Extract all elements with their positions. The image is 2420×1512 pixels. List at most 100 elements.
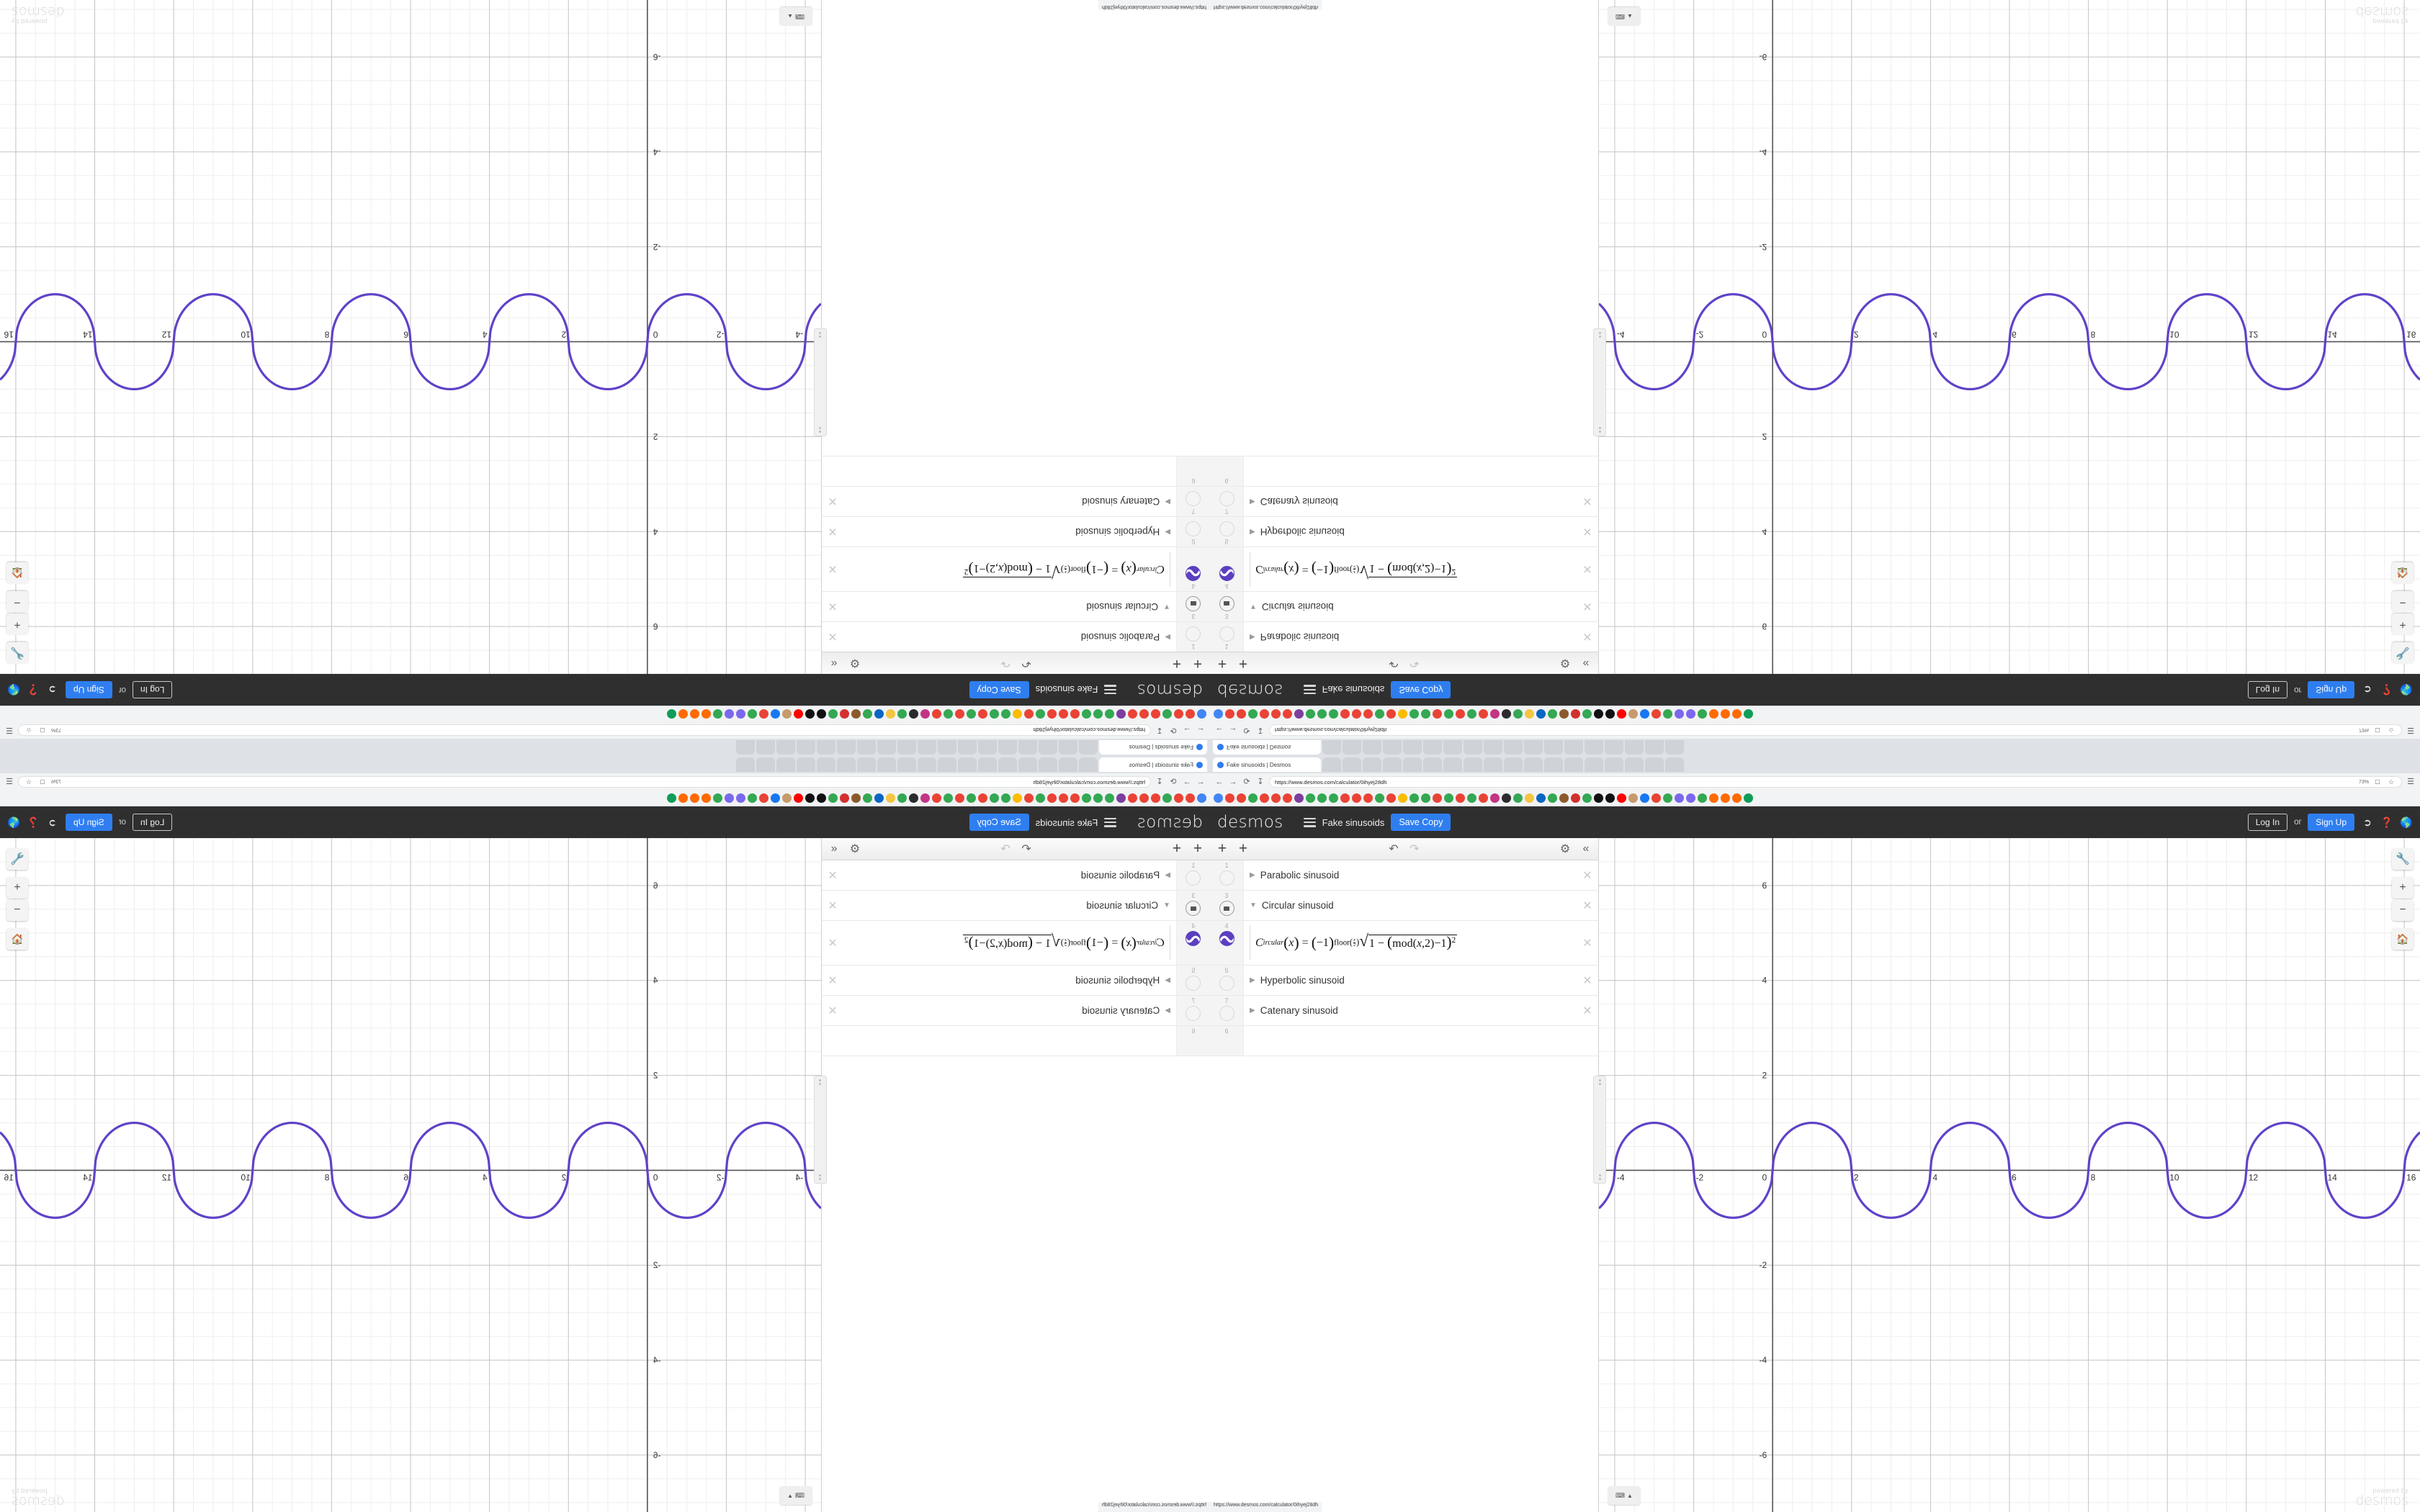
expression-content[interactable] bbox=[1244, 1026, 1598, 1056]
bookmark-item[interactable] bbox=[1686, 709, 1695, 719]
bookmark-item[interactable] bbox=[1594, 793, 1603, 803]
bookmark-item[interactable] bbox=[1628, 709, 1638, 719]
browser-tab[interactable] bbox=[1018, 740, 1037, 755]
expression-bubble[interactable] bbox=[1219, 870, 1234, 886]
save-copy-button[interactable]: Save Copy bbox=[969, 814, 1029, 831]
bookmark-item[interactable] bbox=[678, 709, 688, 719]
bookmark-item[interactable] bbox=[944, 793, 953, 803]
double-chevron-collapse-icon[interactable]: « bbox=[1582, 657, 1590, 670]
close-x-icon[interactable]: ✕ bbox=[828, 937, 838, 950]
expression-bubble[interactable] bbox=[1186, 976, 1201, 991]
bookmark-item[interactable] bbox=[1013, 793, 1022, 803]
expression-toolbar[interactable]: + + ↶ ↷ ⚙ « bbox=[822, 838, 1210, 860]
bookmark-item[interactable] bbox=[1421, 793, 1430, 803]
desmos-logo[interactable]: desmos bbox=[1137, 680, 1203, 699]
bookmark-item[interactable] bbox=[920, 709, 930, 719]
expression-bubble[interactable] bbox=[1186, 870, 1201, 886]
close-x-icon[interactable]: ✕ bbox=[1582, 630, 1592, 643]
plus-zoom-in-icon[interactable]: + bbox=[6, 613, 28, 635]
bookmark-item[interactable] bbox=[1732, 709, 1742, 719]
caret-right-icon[interactable]: ▶ bbox=[1250, 528, 1255, 536]
bookmark-item[interactable] bbox=[1502, 709, 1511, 719]
bookmark-item[interactable] bbox=[690, 709, 699, 719]
bookmark-item[interactable] bbox=[1082, 793, 1091, 803]
bookmark-item[interactable] bbox=[1047, 709, 1057, 719]
bookmark-item[interactable] bbox=[1162, 709, 1172, 719]
bookmark-item[interactable] bbox=[1340, 793, 1350, 803]
expression-list[interactable]: 1 ▶ Parabolic sinusoid ✕ 3 ▼ Circular sinusoid… bbox=[822, 0, 1210, 652]
document-title[interactable]: Fake sinusoids bbox=[1322, 684, 1385, 696]
bookmark-item[interactable] bbox=[955, 793, 964, 803]
share-icon[interactable]: ➲ bbox=[2363, 684, 2372, 696]
desmos-app-window[interactable]: Fake sinusoids | Desmos bbox=[1210, 756, 2420, 1512]
close-x-icon[interactable]: ✕ bbox=[1582, 525, 1592, 538]
expression-bubble[interactable] bbox=[1219, 1006, 1234, 1021]
close-x-icon[interactable]: ✕ bbox=[1582, 495, 1592, 508]
bookmark-item[interactable] bbox=[1271, 793, 1281, 803]
desmos-app-window[interactable]: Fake sinusoids | Desmos bbox=[0, 0, 1210, 756]
browser-tab[interactable] bbox=[1423, 757, 1442, 772]
expression-content[interactable]: ▶ Catenary sinusoid bbox=[843, 487, 1176, 516]
gear-settings-icon[interactable]: ⚙ bbox=[849, 843, 861, 855]
bookmark-item[interactable] bbox=[1721, 793, 1730, 803]
bookmark-item[interactable] bbox=[1709, 709, 1718, 719]
hamburger-menu-icon[interactable] bbox=[1303, 685, 1316, 695]
browser-tab[interactable] bbox=[1564, 757, 1583, 772]
bookmark-item[interactable] bbox=[967, 709, 976, 719]
log-in-button[interactable]: Log In bbox=[2247, 681, 2288, 698]
browser-tab[interactable] bbox=[1383, 757, 1402, 772]
redo-arrow-icon[interactable]: ↷ bbox=[1000, 657, 1010, 669]
url-address-bar[interactable]: https://www.desmos.com/calculator/0ihyej… bbox=[18, 724, 1151, 736]
translate-icon[interactable]: ▢ bbox=[2375, 778, 2380, 785]
bookmark-item[interactable] bbox=[1294, 793, 1304, 803]
bookmark-item[interactable] bbox=[1444, 793, 1453, 803]
bookmark-item[interactable] bbox=[1605, 793, 1615, 803]
help-question-icon[interactable]: ❓ bbox=[27, 816, 40, 828]
close-x-icon[interactable]: ✕ bbox=[828, 1004, 838, 1017]
document-title[interactable]: Fake sinusoids bbox=[1035, 816, 1098, 828]
expression-bubble[interactable] bbox=[1219, 521, 1234, 536]
browser-tab[interactable] bbox=[776, 740, 795, 755]
reload-icon[interactable]: ⟳ bbox=[1243, 726, 1250, 734]
bookmark-item[interactable] bbox=[1260, 793, 1269, 803]
bookmark-item[interactable] bbox=[1698, 709, 1707, 719]
log-in-button[interactable]: Log In bbox=[2247, 814, 2288, 831]
bookmark-item[interactable] bbox=[1559, 709, 1569, 719]
bookmark-star-icon[interactable]: ☆ bbox=[2388, 778, 2395, 786]
bookmark-item[interactable] bbox=[667, 709, 676, 719]
browser-omnibar[interactable]: ← → ⟳ ↧ https://www.desmos.com/calculato… bbox=[0, 721, 1210, 739]
redo-arrow-icon[interactable]: ↷ bbox=[1000, 843, 1010, 855]
caret-right-icon[interactable]: ▶ bbox=[1250, 633, 1255, 641]
sign-up-button[interactable]: Sign Up bbox=[2308, 814, 2354, 831]
caret-right-icon[interactable]: ▶ bbox=[1250, 498, 1255, 505]
bookmark-item[interactable] bbox=[1329, 709, 1338, 719]
bookmark-item[interactable] bbox=[1525, 709, 1534, 719]
caret-right-icon[interactable]: ▶ bbox=[1165, 633, 1170, 641]
bookmark-item[interactable] bbox=[1059, 709, 1068, 719]
forward-arrow-icon[interactable]: → bbox=[1229, 778, 1237, 786]
save-copy-button[interactable]: Save Copy bbox=[1391, 814, 1451, 831]
browser-tab[interactable] bbox=[918, 757, 936, 772]
close-x-icon[interactable]: ✕ bbox=[1582, 937, 1592, 950]
browser-tab[interactable] bbox=[1564, 740, 1583, 755]
bookmark-item[interactable] bbox=[1536, 709, 1546, 719]
double-chevron-collapse-icon[interactable]: « bbox=[830, 842, 838, 855]
browser-tab-active[interactable]: Fake sinusoids | Desmos bbox=[1099, 757, 1207, 772]
translate-icon[interactable]: ▢ bbox=[40, 727, 45, 734]
bookmark-item[interactable] bbox=[1306, 793, 1315, 803]
bookmark-item[interactable] bbox=[1675, 709, 1684, 719]
bookmark-item[interactable] bbox=[782, 709, 792, 719]
browser-tab[interactable] bbox=[938, 740, 956, 755]
browser-tab[interactable] bbox=[1544, 740, 1563, 755]
graph-pane[interactable]: -4 -2 2 4 6 8 10 12 14 16 -6 -4 -2 2 4 6 0 🔧 + − 🏠 ⌨ ▲ p… bbox=[0, 838, 821, 1512]
expression-row[interactable]: 5 ▶ Hyperbolic sinusoid ✕ bbox=[1210, 966, 1598, 996]
bookmark-item[interactable] bbox=[782, 793, 792, 803]
bookmark-item[interactable] bbox=[1398, 793, 1407, 803]
keyboard-bar[interactable]: ⌨ ▲ bbox=[1599, 0, 2420, 33]
bookmark-item[interactable] bbox=[967, 793, 976, 803]
bookmark-item[interactable] bbox=[1363, 793, 1373, 803]
gear-settings-icon[interactable]: ⚙ bbox=[1559, 657, 1571, 669]
browser-tab[interactable] bbox=[837, 740, 856, 755]
expression-content[interactable]: ▶ Hyperbolic sinusoid bbox=[1244, 966, 1577, 995]
